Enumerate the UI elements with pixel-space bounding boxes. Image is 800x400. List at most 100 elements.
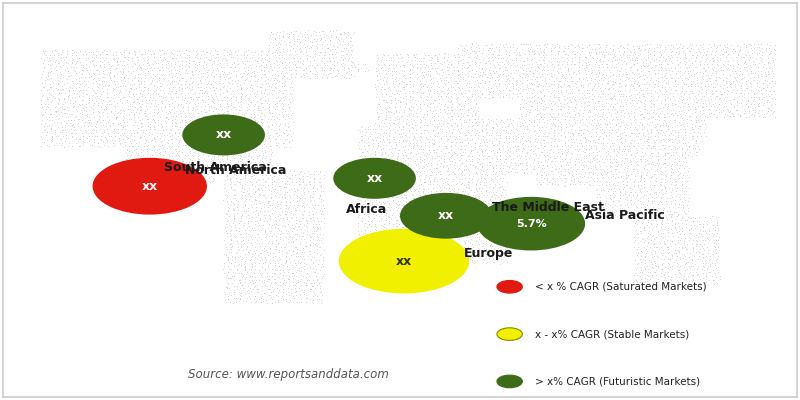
Point bbox=[92, 113, 105, 119]
Point bbox=[462, 106, 474, 112]
Point bbox=[205, 55, 218, 61]
Point bbox=[467, 192, 480, 198]
Point bbox=[426, 202, 439, 208]
Point bbox=[670, 83, 682, 89]
Point bbox=[703, 41, 716, 47]
Point bbox=[148, 112, 161, 118]
Point bbox=[183, 57, 196, 63]
Point bbox=[445, 232, 458, 239]
Point bbox=[382, 146, 395, 152]
Point bbox=[194, 74, 207, 80]
Point bbox=[220, 172, 233, 178]
Point bbox=[264, 202, 277, 208]
Point bbox=[670, 256, 683, 263]
Point bbox=[654, 205, 667, 212]
Point bbox=[300, 239, 313, 246]
Point bbox=[248, 183, 261, 189]
Point bbox=[303, 177, 316, 184]
Point bbox=[486, 248, 499, 254]
Point bbox=[442, 114, 454, 120]
Point bbox=[228, 218, 241, 224]
Point bbox=[379, 210, 392, 216]
Point bbox=[297, 233, 310, 239]
Point bbox=[237, 241, 250, 247]
Point bbox=[583, 89, 596, 96]
Point bbox=[180, 57, 193, 64]
Point bbox=[538, 136, 550, 143]
Point bbox=[598, 116, 610, 122]
Point bbox=[649, 189, 662, 195]
Point bbox=[762, 71, 774, 78]
Point bbox=[200, 127, 213, 134]
Point bbox=[358, 132, 371, 138]
Point bbox=[402, 256, 415, 262]
Point bbox=[458, 64, 470, 70]
Point bbox=[476, 116, 489, 122]
Point bbox=[582, 98, 595, 104]
Point bbox=[222, 268, 234, 275]
Point bbox=[498, 230, 510, 237]
Point bbox=[665, 192, 678, 198]
Point bbox=[402, 54, 415, 60]
Point bbox=[358, 198, 371, 204]
Point bbox=[203, 50, 216, 56]
Point bbox=[740, 52, 753, 58]
Point bbox=[632, 244, 645, 250]
Point bbox=[372, 185, 385, 192]
Point bbox=[112, 130, 125, 136]
Point bbox=[378, 62, 391, 68]
Point bbox=[318, 34, 330, 40]
Point bbox=[548, 178, 561, 185]
Point bbox=[124, 86, 137, 92]
Point bbox=[256, 264, 269, 270]
Point bbox=[610, 73, 622, 80]
Point bbox=[259, 86, 272, 92]
Point bbox=[699, 279, 712, 286]
Point bbox=[573, 76, 586, 82]
Point bbox=[404, 94, 417, 100]
Point bbox=[417, 233, 430, 240]
Point bbox=[314, 168, 327, 174]
Point bbox=[655, 186, 668, 192]
Point bbox=[685, 44, 698, 51]
Point bbox=[630, 166, 643, 172]
Point bbox=[666, 194, 678, 200]
Point bbox=[360, 192, 373, 198]
Point bbox=[645, 155, 658, 161]
Point bbox=[620, 82, 633, 88]
Point bbox=[248, 227, 261, 233]
Point bbox=[228, 112, 241, 119]
Point bbox=[252, 76, 265, 83]
Point bbox=[516, 130, 529, 136]
Point bbox=[571, 78, 584, 84]
Point bbox=[180, 127, 193, 133]
Point bbox=[665, 214, 678, 220]
Point bbox=[471, 149, 484, 156]
Point bbox=[387, 169, 400, 176]
Point bbox=[606, 208, 618, 214]
Point bbox=[218, 237, 230, 244]
Point bbox=[709, 68, 722, 74]
Point bbox=[370, 175, 382, 181]
Point bbox=[568, 113, 581, 120]
Point bbox=[598, 168, 610, 175]
Point bbox=[701, 235, 714, 241]
Point bbox=[307, 300, 320, 306]
Point bbox=[478, 215, 490, 221]
Point bbox=[365, 223, 378, 229]
Point bbox=[271, 142, 284, 148]
Point bbox=[674, 263, 686, 270]
Point bbox=[746, 50, 758, 56]
Point bbox=[532, 164, 545, 170]
Point bbox=[66, 111, 79, 117]
Point bbox=[124, 130, 137, 136]
Point bbox=[38, 126, 50, 133]
Point bbox=[494, 232, 506, 239]
Point bbox=[486, 45, 498, 51]
Point bbox=[228, 286, 241, 293]
Point bbox=[762, 59, 775, 65]
Point bbox=[166, 120, 178, 126]
Point bbox=[628, 97, 641, 104]
Point bbox=[689, 145, 702, 151]
Point bbox=[572, 110, 585, 117]
